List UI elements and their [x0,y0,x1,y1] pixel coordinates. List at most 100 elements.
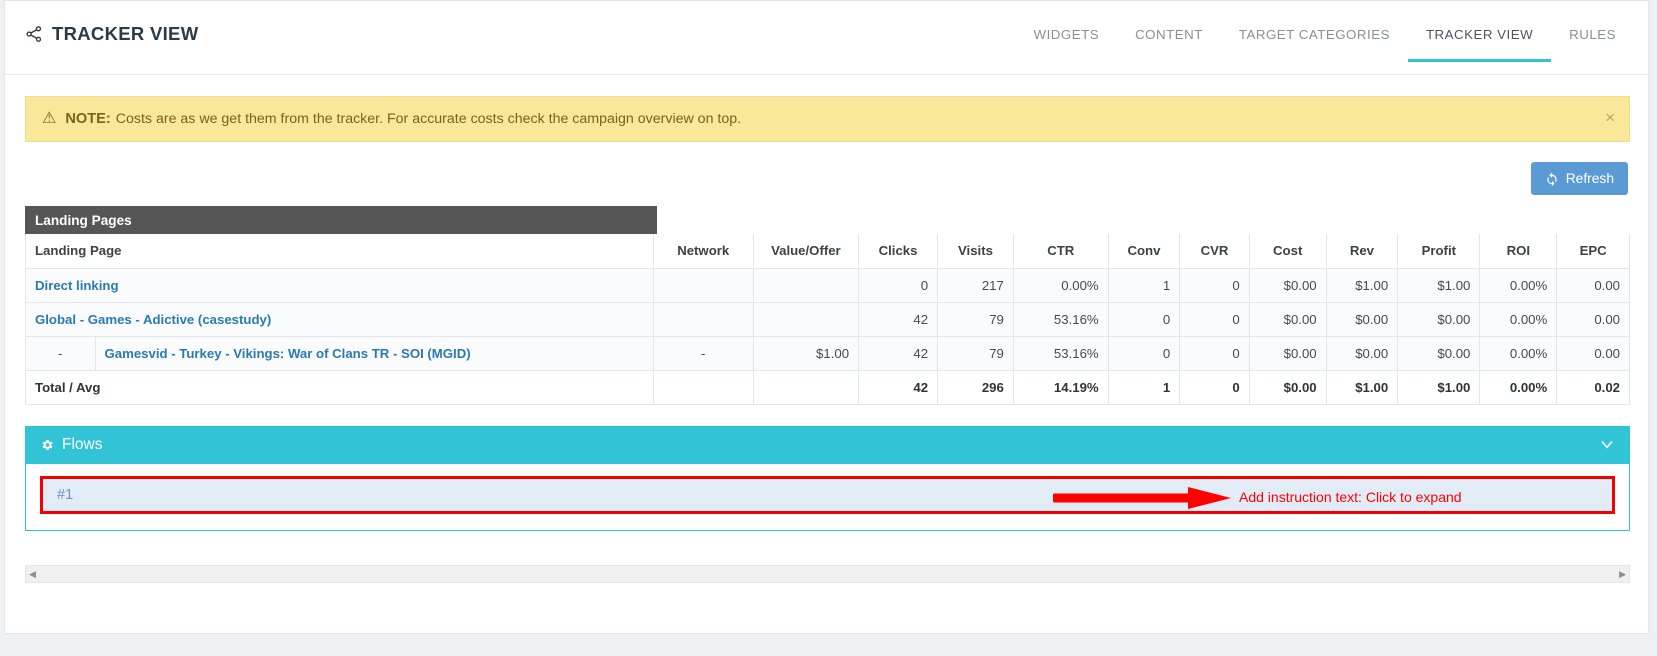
col-profit: Profit [1397,234,1481,269]
tab-tracker-view[interactable]: TRACKER VIEW [1407,27,1552,62]
cell-conv: 0 [1107,335,1181,371]
totals-epc: 0.02 [1556,369,1630,405]
cell-profit: $1.00 [1397,267,1481,303]
totals-value-offer [752,369,860,405]
tab-content[interactable]: CONTENT [1135,27,1203,42]
totals-visits: 296 [937,369,1014,405]
cell-epc: 0.00 [1556,267,1630,303]
cell-clicks: 42 [858,335,939,371]
table-row[interactable]: - Gamesvid - Turkey - Vikings: War of Cl… [25,335,1630,371]
flows-body: #1 Add instruction text: Click to expand [26,464,1629,530]
cell-epc: 0.00 [1556,301,1630,337]
flow-id-label: #1 [57,487,74,503]
cell-value-offer [752,301,860,337]
cell-profit: $0.00 [1397,301,1481,337]
row-landing-page-cell[interactable]: Global - Games - Adictive (casestudy) [25,301,654,337]
col-visits: Visits [937,234,1014,269]
landing-page-link[interactable]: Gamesvid - Turkey - Vikings: War of Clan… [104,345,471,361]
totals-ctr: 14.19% [1012,369,1109,405]
flows-title: Flows [62,436,103,453]
chevron-down-icon[interactable] [1599,438,1615,452]
landing-pages-grid: Landing Page Network Value/Offer Clicks … [25,234,1630,405]
cell-network [652,301,754,337]
note-text: Costs are as we get them from the tracke… [115,111,742,127]
landing-page-link[interactable]: Global - Games - Adictive (casestudy) [35,311,272,327]
cell-clicks: 0 [858,267,939,303]
cell-ctr: 53.16% [1012,335,1109,371]
col-roi: ROI [1479,234,1558,269]
totals-profit: $1.00 [1397,369,1481,405]
annotation-text: Add instruction text: Click to expand [1239,489,1462,505]
col-rev: Rev [1325,234,1399,269]
row-landing-page-cell[interactable]: Direct linking [25,267,654,303]
cell-network [652,267,754,303]
cell-epc: 0.00 [1556,335,1630,371]
col-cvr: CVR [1179,234,1250,269]
note-banner: ⚠ NOTE: Costs are as we get them from th… [25,96,1630,142]
totals-row: Total / Avg 42 296 14.19% 1 0 $0.00 $1.0… [25,369,1630,405]
cell-value-offer [752,267,860,303]
cell-cvr: 0 [1179,267,1250,303]
cell-ctr: 0.00% [1012,267,1109,303]
note-label: NOTE: [65,111,111,127]
col-value-offer: Value/Offer [752,234,860,269]
tab-rules[interactable]: RULES [1569,27,1616,42]
totals-label: Total / Avg [25,369,654,405]
horizontal-scrollbar[interactable]: ◀ ▶ [25,565,1630,583]
flow-row-1[interactable]: #1 Add instruction text: Click to expand [40,476,1615,514]
cell-roi: 0.00% [1479,301,1558,337]
cell-cost: $0.00 [1248,301,1327,337]
grid-header-row: Landing Page Network Value/Offer Clicks … [25,234,1630,269]
cell-rev: $0.00 [1325,335,1399,371]
page-title: TRACKER VIEW [52,23,199,44]
main-nav: WIDGETS CONTENT TARGET CATEGORIES TRACKE… [1016,27,1634,62]
refresh-button[interactable]: Refresh [1530,162,1628,195]
col-epc: EPC [1556,234,1630,269]
grid-body: Direct linking 0 217 0.00% 1 0 $0.00 $1.… [25,267,1630,405]
landing-pages-section-title: Landing Pages [25,206,657,234]
cell-rev: $1.00 [1325,267,1399,303]
cell-ctr: 53.16% [1012,301,1109,337]
cell-conv: 0 [1107,301,1181,337]
cell-profit: $0.00 [1397,335,1481,371]
flows-panel: Flows #1 Add instruction text: Click to … [25,426,1630,531]
col-network: Network [652,234,754,269]
cell-roi: 0.00% [1479,335,1558,371]
flows-panel-header[interactable]: Flows [26,426,1629,464]
cell-conv: 1 [1107,267,1181,303]
top-bar: TRACKER VIEW WIDGETS CONTENT TARGET CATE… [5,1,1648,75]
totals-cvr: 0 [1179,369,1250,405]
close-icon[interactable]: × [1605,108,1615,127]
content-card: TRACKER VIEW WIDGETS CONTENT TARGET CATE… [4,0,1649,634]
scroll-right-arrow-icon[interactable]: ▶ [1619,568,1626,579]
share-icon [25,25,43,43]
page-title-group: TRACKER VIEW [25,23,198,45]
refresh-label: Refresh [1565,171,1614,186]
cell-roi: 0.00% [1479,267,1558,303]
table-row[interactable]: Global - Games - Adictive (casestudy) 42… [25,301,1630,337]
row-indent-marker: - [25,335,96,371]
col-ctr: CTR [1012,234,1109,269]
totals-rev: $1.00 [1325,369,1399,405]
tab-target-categories[interactable]: TARGET CATEGORIES [1238,27,1390,42]
cell-cvr: 0 [1179,335,1250,371]
cell-visits: 79 [937,335,1014,371]
table-row[interactable]: Direct linking 0 217 0.00% 1 0 $0.00 $1.… [25,267,1630,303]
flows-title-group: Flows [40,436,102,454]
cell-clicks: 42 [858,301,939,337]
col-cost: Cost [1248,234,1327,269]
landing-page-link[interactable]: Direct linking [35,277,119,293]
col-landing-page: Landing Page [25,234,654,269]
tab-widgets[interactable]: WIDGETS [1033,27,1100,42]
row-landing-page-cell[interactable]: Gamesvid - Turkey - Vikings: War of Clan… [94,335,654,371]
refresh-icon [1545,172,1559,186]
scroll-left-arrow-icon[interactable]: ◀ [29,568,36,579]
cell-visits: 79 [937,301,1014,337]
warning-triangle-icon: ⚠ [42,110,57,127]
cell-cost: $0.00 [1248,267,1327,303]
cell-cost: $0.00 [1248,335,1327,371]
totals-roi: 0.00% [1479,369,1558,405]
col-clicks: Clicks [858,234,939,269]
cell-network: - [652,335,754,371]
